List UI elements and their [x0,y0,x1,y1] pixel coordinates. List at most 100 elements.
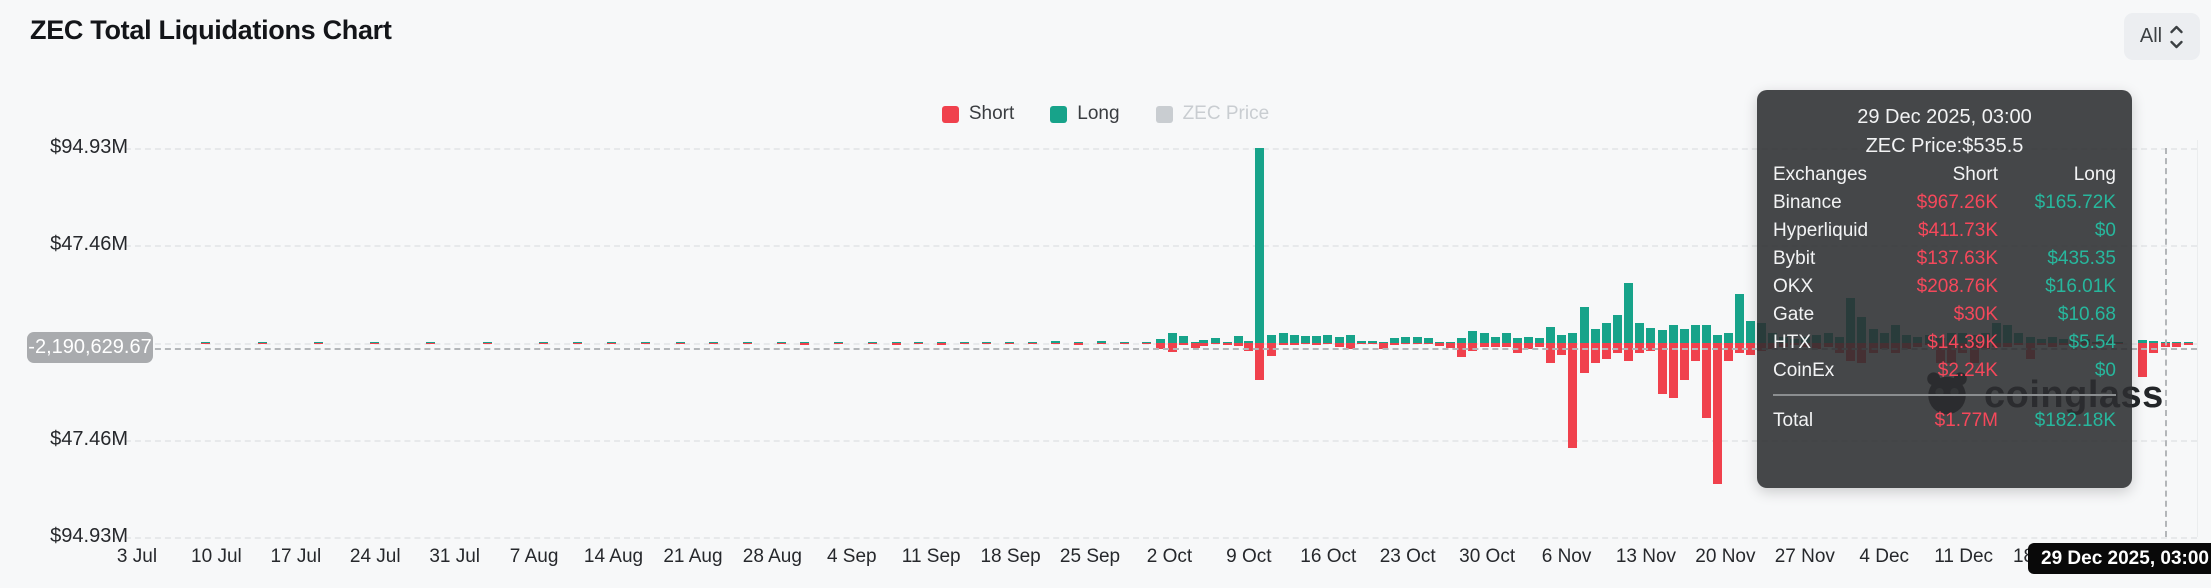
bar-long[interactable] [1723,332,1733,343]
bar-long[interactable] [1004,341,1014,343]
bar-short[interactable] [257,343,267,344]
bar-long[interactable] [1096,341,1106,343]
bar-short[interactable] [1300,343,1310,345]
bar-short[interactable] [1523,343,1533,349]
bar-short[interactable] [1400,343,1410,345]
bar-short[interactable] [1423,343,1433,345]
bar-short[interactable] [1712,343,1722,484]
bar-short[interactable] [1467,343,1477,351]
bar-short[interactable] [1434,343,1444,347]
bar-long[interactable] [1679,329,1689,343]
bar-long[interactable] [1322,334,1332,343]
bar-long[interactable] [913,342,923,343]
bar-long[interactable] [1210,338,1220,343]
bar-short[interactable] [936,343,946,345]
bar-short[interactable] [640,343,650,345]
bar-long[interactable] [606,341,616,343]
bar-long[interactable] [1634,323,1644,343]
bar-short[interactable] [1490,343,1500,347]
bar-short[interactable] [1412,343,1422,345]
bar-short[interactable] [1198,343,1208,347]
bar-long[interactable] [572,342,582,343]
bar-short[interactable] [482,343,492,344]
bar-long[interactable] [1523,337,1533,343]
bar-short[interactable] [776,343,786,344]
bar-long[interactable] [1623,283,1633,343]
bar-short[interactable] [2137,343,2147,378]
bar-long[interactable] [867,342,877,343]
bar-short[interactable] [708,343,718,344]
bar-short[interactable] [369,343,379,344]
bar-long[interactable] [675,342,685,343]
bar-long[interactable] [1645,328,1655,343]
bar-short[interactable] [200,343,210,344]
bar-long[interactable] [1073,341,1083,343]
bar-short[interactable] [1050,343,1060,344]
bar-long[interactable] [1534,338,1544,343]
bar-short[interactable] [1367,343,1377,344]
bar-long[interactable] [1556,334,1566,343]
bar-long[interactable] [1141,341,1151,343]
bar-long[interactable] [1701,325,1711,343]
bar-long[interactable] [776,342,786,343]
bar-long[interactable] [1601,323,1611,343]
bar-long[interactable] [1198,339,1208,343]
bar-long[interactable] [1278,332,1288,343]
legend-item-zec-price[interactable]: ZEC Price [1155,103,1269,125]
bar-short[interactable] [1389,343,1399,346]
bar-long[interactable] [1243,340,1253,343]
bar-long[interactable] [959,341,969,343]
bar-short[interactable] [1679,343,1689,380]
bar-long[interactable] [1579,307,1589,343]
bar-long[interactable] [1334,337,1344,343]
bar-short[interactable] [1378,343,1388,349]
bar-long[interactable] [1119,341,1129,343]
bar-long[interactable] [482,342,492,343]
bar-short[interactable] [1345,343,1355,349]
bar-short[interactable] [1579,343,1589,373]
bar-short[interactable] [1027,343,1037,344]
bar-long[interactable] [1266,334,1276,343]
bar-short[interactable] [313,343,323,344]
bar-short[interactable] [1668,343,1678,399]
bar-short[interactable] [1445,343,1455,348]
bar-short[interactable] [1178,343,1188,346]
bar-short[interactable] [1334,343,1344,347]
bar-long[interactable] [981,342,991,343]
bar-short[interactable] [1690,343,1700,361]
bar-short[interactable] [1311,343,1321,346]
bar-short[interactable] [1590,343,1600,363]
bar-short[interactable] [1096,343,1106,344]
bar-long[interactable] [2137,339,2147,343]
bar-long[interactable] [1311,336,1321,343]
bar-short[interactable] [799,343,809,345]
bar-long[interactable] [2148,340,2158,343]
bar-short[interactable] [891,343,901,346]
bar-short[interactable] [1534,343,1544,347]
bar-short[interactable] [867,343,877,344]
bar-short[interactable] [1479,343,1489,347]
bar-short[interactable] [1289,343,1299,346]
bar-short[interactable] [2171,343,2181,347]
bar-long[interactable] [1712,334,1722,343]
bar-long[interactable] [1434,341,1444,343]
bar-long[interactable] [1456,338,1466,343]
bar-long[interactable] [1512,338,1522,343]
bar-long[interactable] [936,342,946,343]
bar-short[interactable] [1322,343,1332,345]
bar-short[interactable] [1254,343,1264,380]
bar-short[interactable] [833,343,843,344]
bar-short[interactable] [425,343,435,344]
bar-long[interactable] [1745,321,1755,343]
bar-long[interactable] [1389,338,1399,343]
bar-short[interactable] [1073,343,1083,345]
bar-long[interactable] [1367,340,1377,343]
bar-long[interactable] [1356,340,1366,343]
bar-short[interactable] [981,343,991,344]
bar-short[interactable] [1141,343,1151,344]
bar-long[interactable] [1467,331,1477,343]
bar-short[interactable] [606,343,616,344]
bar-short[interactable] [1623,343,1633,361]
bar-short[interactable] [675,343,685,344]
bar-long[interactable] [1254,148,1264,343]
